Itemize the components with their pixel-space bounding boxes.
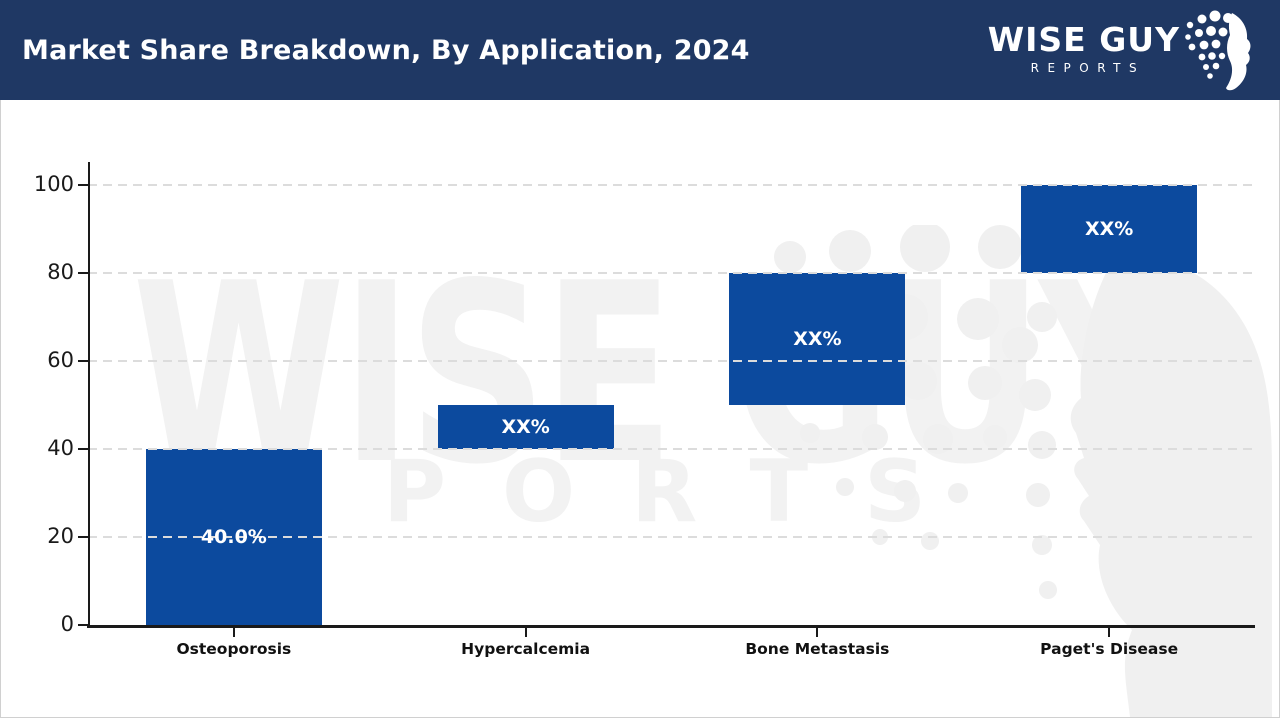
y-tick-mark (78, 272, 88, 274)
x-category-label-osteoporosis: Osteoporosis (176, 640, 292, 658)
x-tick-mark (816, 628, 819, 637)
wise-guy-reports-logo: WISE GUY REPORTS (988, 9, 1252, 91)
gridline-80 (88, 272, 1255, 274)
bar-value-label: XX% (501, 416, 550, 438)
y-tick-label: 60 (47, 348, 74, 372)
x-category-label-paget-s-disease: Paget's Disease (1040, 640, 1179, 658)
dotted-head-icon (1185, 10, 1251, 91)
y-tick-label: 100 (33, 172, 74, 196)
y-tick-mark (78, 184, 88, 186)
bar-bone-metastasis (729, 273, 906, 405)
x-category-label-bone-metastasis: Bone Metastasis (745, 640, 890, 658)
y-tick-label: 20 (47, 524, 74, 548)
x-tick-mark (524, 628, 527, 637)
gridline-100 (88, 184, 1255, 186)
y-tick-mark (78, 536, 88, 538)
y-tick-label: 0 (60, 612, 74, 636)
y-tick-label: 40 (47, 436, 74, 460)
logo-brand-name: WISE GUY (987, 20, 1180, 59)
chart-title: Market Share Breakdown, By Application, … (22, 34, 750, 66)
y-tick-mark (78, 360, 88, 362)
x-tick-mark (232, 628, 235, 637)
bar-hypercalcemia (437, 405, 614, 449)
bar-value-label: XX% (1084, 218, 1134, 240)
bar-value-label: 40.0% (200, 526, 267, 548)
gridline-40 (88, 448, 1255, 450)
header-band: Market Share Breakdown, By Application, … (0, 0, 1280, 100)
y-tick-label: 80 (47, 260, 74, 284)
logo-text: WISE GUY REPORTS (988, 23, 1180, 75)
y-tick-mark (78, 448, 88, 450)
x-axis-spine (87, 625, 1255, 628)
logo-subtitle: REPORTS (1030, 61, 1146, 75)
gridline-20 (88, 536, 1255, 538)
y-tick-mark (78, 624, 88, 626)
x-category-label-hypercalcemia: Hypercalcemia (461, 640, 591, 658)
x-tick-mark (1108, 628, 1111, 637)
gridline-60 (88, 360, 1255, 362)
y-axis-spine (88, 162, 90, 628)
bar-value-label: XX% (793, 328, 842, 350)
